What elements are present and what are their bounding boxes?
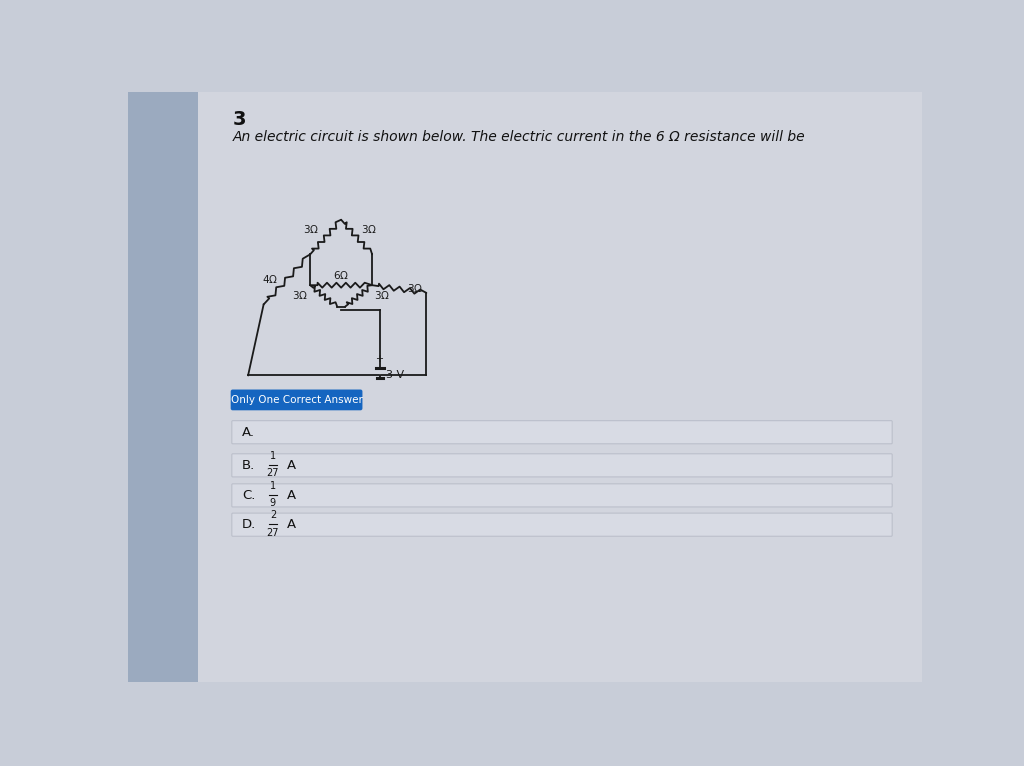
Text: Only One Correct Answer: Only One Correct Answer <box>230 395 362 405</box>
FancyBboxPatch shape <box>231 453 892 477</box>
Text: 3$\Omega$: 3$\Omega$ <box>361 223 377 234</box>
FancyBboxPatch shape <box>231 513 892 536</box>
Text: 3$\Omega$: 3$\Omega$ <box>303 223 319 234</box>
Text: 4$\Omega$: 4$\Omega$ <box>261 273 278 286</box>
Text: 9: 9 <box>270 499 276 509</box>
Text: C.: C. <box>242 489 255 502</box>
Text: 3$\Omega$: 3$\Omega$ <box>407 281 423 293</box>
Text: 1: 1 <box>270 451 276 461</box>
Text: 27: 27 <box>266 528 280 538</box>
Text: 3 V: 3 V <box>386 369 404 379</box>
Text: 1: 1 <box>270 481 276 491</box>
Text: 3: 3 <box>232 110 246 129</box>
Text: 27: 27 <box>266 469 280 479</box>
FancyBboxPatch shape <box>231 484 892 507</box>
Text: 3$\Omega$: 3$\Omega$ <box>375 290 390 301</box>
Bar <box>128 92 198 682</box>
Text: A: A <box>287 459 296 472</box>
FancyBboxPatch shape <box>231 421 892 444</box>
Text: 6$\Omega$: 6$\Omega$ <box>333 269 349 280</box>
Text: B.: B. <box>242 459 255 472</box>
FancyBboxPatch shape <box>230 390 362 411</box>
Text: D.: D. <box>242 518 256 531</box>
Text: A: A <box>287 518 296 531</box>
Text: 3$\Omega$: 3$\Omega$ <box>292 290 308 301</box>
Text: A: A <box>287 489 296 502</box>
Text: 2: 2 <box>269 510 276 520</box>
Text: +: + <box>375 355 383 365</box>
Text: An electric circuit is shown below. The electric current in the 6 Ω resistance w: An electric circuit is shown below. The … <box>232 129 805 144</box>
Text: A.: A. <box>242 426 255 439</box>
